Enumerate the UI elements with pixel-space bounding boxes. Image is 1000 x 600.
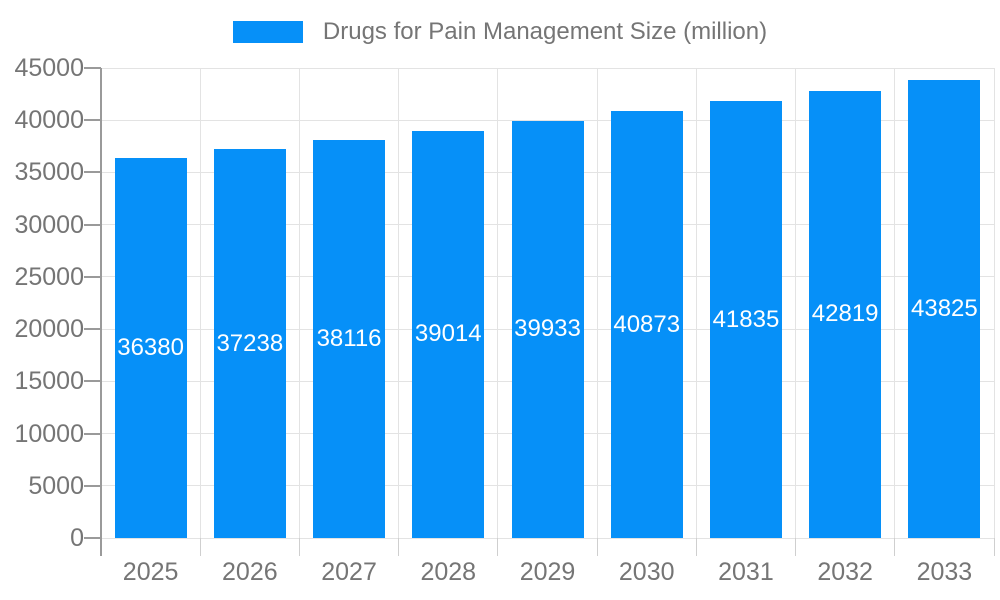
v-gridline <box>695 68 697 538</box>
bar <box>908 80 981 538</box>
h-gridline <box>101 537 994 539</box>
y-axis-tick <box>84 119 101 122</box>
v-gridline <box>497 68 499 538</box>
x-axis-tick <box>795 538 797 556</box>
legend[interactable]: Drugs for Pain Management Size (million) <box>0 18 1000 45</box>
y-axis-tick <box>84 537 101 539</box>
bar <box>511 120 584 538</box>
y-axis-line <box>100 68 102 556</box>
x-axis-tick-label: 2030 <box>618 558 675 586</box>
bar-value-label: 40873 <box>613 310 681 338</box>
h-gridline <box>101 67 994 69</box>
x-axis-tick <box>199 538 201 556</box>
y-axis-tick <box>84 275 101 278</box>
bar <box>114 158 187 538</box>
bar <box>610 111 683 538</box>
legend-label[interactable]: Drugs for Pain Management Size (million) <box>322 18 768 45</box>
y-axis-tick <box>84 328 101 331</box>
y-axis-tick-label: 15000 <box>14 367 84 396</box>
y-axis-tick-label: 0 <box>70 524 84 552</box>
bar <box>412 130 485 538</box>
y-axis-tick <box>84 171 101 174</box>
x-axis-tick <box>993 538 995 556</box>
y-axis-tick-label: 35000 <box>14 158 84 187</box>
y-axis-tick-label: 40000 <box>14 106 84 135</box>
y-axis-tick <box>84 223 101 226</box>
x-axis-tick <box>497 538 499 556</box>
x-axis-tick-label: 2028 <box>420 558 477 586</box>
v-gridline <box>894 68 896 538</box>
y-axis-tick <box>84 67 101 69</box>
x-axis-tick-label: 2029 <box>519 558 576 586</box>
y-axis-tick <box>84 484 101 487</box>
y-axis-tick <box>84 380 101 383</box>
v-gridline <box>398 68 400 538</box>
bar-value-label: 39933 <box>514 315 581 343</box>
v-gridline <box>795 68 797 538</box>
bar-value-label: 42819 <box>811 300 879 328</box>
y-axis-tick-label: 30000 <box>14 210 84 239</box>
x-axis-tick <box>695 538 697 556</box>
v-gridline <box>298 68 300 538</box>
bar-value-label: 41835 <box>712 305 780 333</box>
x-axis-tick <box>298 538 300 556</box>
y-axis-tick-label: 5000 <box>28 471 84 500</box>
bar <box>809 90 882 538</box>
x-axis-tick-label: 2027 <box>321 558 377 586</box>
bar <box>313 139 386 538</box>
h-gridline <box>101 119 994 121</box>
y-axis-tick-label: 25000 <box>14 262 84 291</box>
v-gridline <box>596 68 598 538</box>
x-axis-tick-label: 2025 <box>122 558 179 586</box>
bar-value-label: 36380 <box>117 334 184 361</box>
x-axis-tick <box>894 538 896 556</box>
legend-swatch[interactable] <box>232 21 303 43</box>
x-axis-tick-label: 2031 <box>718 558 774 586</box>
v-gridline <box>199 68 201 538</box>
y-axis-tick-label: 20000 <box>14 315 84 344</box>
bar-value-label: 37238 <box>216 329 284 357</box>
x-axis-tick <box>398 538 400 556</box>
y-axis-tick-label: 10000 <box>14 419 84 448</box>
bar <box>709 101 782 538</box>
v-gridline <box>993 68 995 538</box>
y-axis-tick <box>84 432 101 435</box>
x-axis-tick <box>596 538 598 556</box>
bar <box>213 149 286 538</box>
bar-value-label: 38116 <box>316 324 382 352</box>
bar-value-label: 43825 <box>911 295 978 323</box>
bar-value-label: 39014 <box>414 320 482 348</box>
x-axis-tick-label: 2033 <box>916 558 973 586</box>
x-axis-tick-label: 2026 <box>222 558 278 586</box>
y-axis-tick-label: 45000 <box>14 54 84 82</box>
x-axis-tick-label: 2032 <box>817 558 873 586</box>
